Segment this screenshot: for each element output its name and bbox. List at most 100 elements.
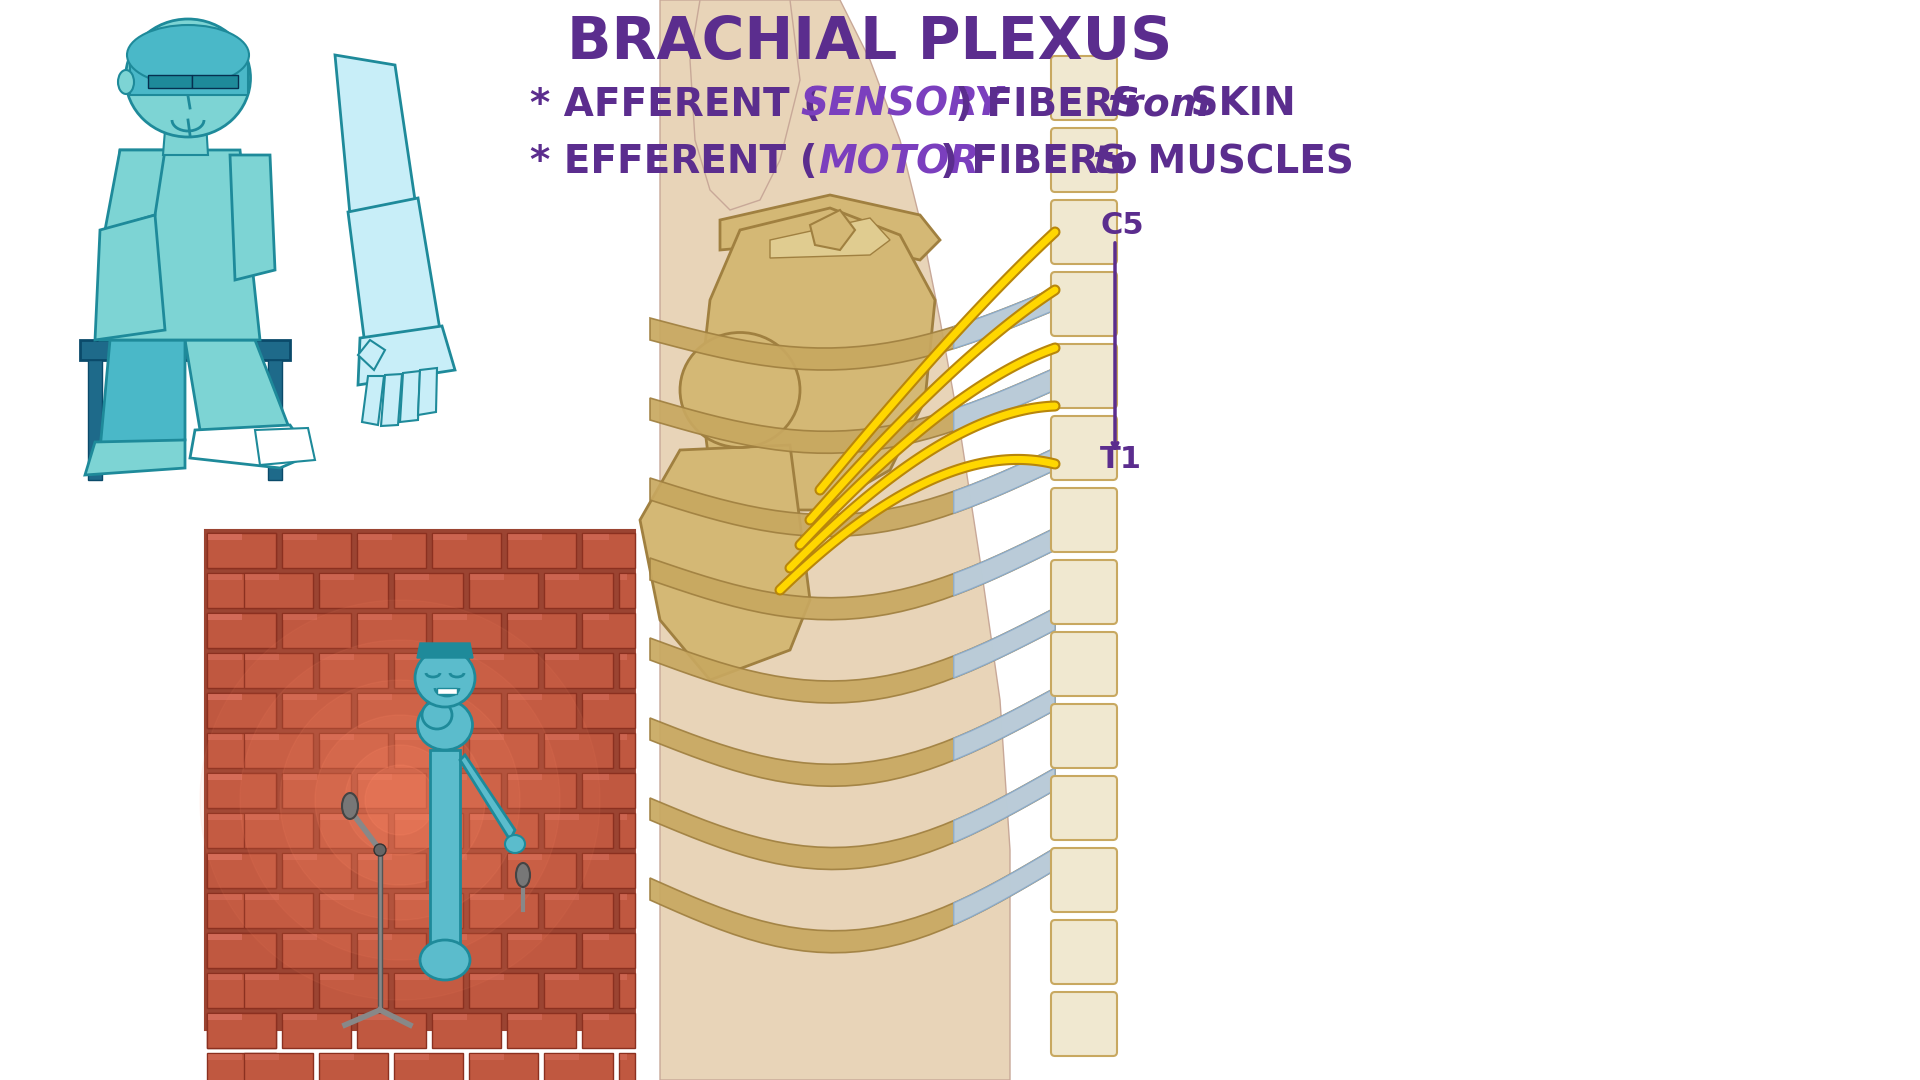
Polygon shape bbox=[419, 368, 438, 415]
Bar bbox=[207, 694, 242, 700]
Polygon shape bbox=[357, 340, 386, 370]
FancyBboxPatch shape bbox=[1050, 416, 1117, 480]
Polygon shape bbox=[378, 850, 382, 1010]
Bar bbox=[509, 774, 541, 780]
Bar bbox=[357, 773, 426, 808]
Bar bbox=[282, 534, 351, 568]
Bar bbox=[620, 654, 628, 660]
Bar bbox=[207, 693, 276, 728]
Ellipse shape bbox=[342, 793, 357, 819]
Bar bbox=[434, 1014, 467, 1020]
Bar bbox=[207, 814, 242, 820]
Bar bbox=[207, 534, 242, 540]
Polygon shape bbox=[954, 368, 1054, 431]
Bar bbox=[207, 1054, 242, 1059]
Bar bbox=[468, 1053, 538, 1080]
Polygon shape bbox=[954, 848, 1054, 924]
Text: ) FIBERS: ) FIBERS bbox=[954, 86, 1156, 124]
Bar bbox=[396, 734, 428, 740]
Bar bbox=[584, 854, 609, 860]
Bar bbox=[357, 613, 426, 648]
Bar bbox=[207, 893, 276, 928]
Bar bbox=[207, 573, 276, 608]
Bar bbox=[545, 573, 578, 580]
Bar bbox=[582, 693, 636, 728]
Bar bbox=[207, 974, 242, 980]
Polygon shape bbox=[651, 288, 1054, 370]
Bar bbox=[246, 894, 278, 900]
Polygon shape bbox=[230, 156, 275, 280]
Bar bbox=[509, 934, 541, 940]
Bar bbox=[582, 773, 636, 808]
Bar bbox=[282, 534, 317, 540]
Bar bbox=[319, 573, 388, 608]
Bar bbox=[244, 813, 313, 848]
Polygon shape bbox=[163, 105, 207, 156]
FancyBboxPatch shape bbox=[1050, 777, 1117, 840]
Text: SENSORY: SENSORY bbox=[801, 86, 1002, 124]
Polygon shape bbox=[701, 208, 935, 510]
Text: C5: C5 bbox=[1100, 211, 1144, 240]
Polygon shape bbox=[357, 326, 455, 384]
Bar bbox=[620, 734, 628, 740]
Ellipse shape bbox=[505, 835, 524, 853]
Polygon shape bbox=[269, 360, 282, 480]
Bar bbox=[468, 813, 538, 848]
Polygon shape bbox=[255, 428, 315, 465]
Polygon shape bbox=[348, 198, 440, 345]
Bar bbox=[584, 1014, 609, 1020]
Bar bbox=[507, 773, 576, 808]
Bar bbox=[246, 974, 278, 980]
Bar bbox=[207, 894, 242, 900]
Bar bbox=[207, 1014, 242, 1020]
Bar bbox=[282, 1013, 351, 1048]
Ellipse shape bbox=[117, 70, 134, 94]
Bar bbox=[618, 813, 636, 848]
Bar bbox=[432, 1013, 501, 1048]
Bar bbox=[394, 573, 463, 608]
Bar bbox=[207, 774, 242, 780]
Bar bbox=[432, 613, 501, 648]
FancyBboxPatch shape bbox=[1050, 272, 1117, 336]
Bar bbox=[244, 653, 313, 688]
Polygon shape bbox=[651, 608, 1054, 703]
Circle shape bbox=[240, 640, 561, 960]
Bar bbox=[207, 813, 276, 848]
Bar bbox=[509, 694, 541, 700]
Text: BRACHIAL PLEXUS: BRACHIAL PLEXUS bbox=[568, 13, 1173, 70]
Circle shape bbox=[346, 745, 455, 855]
Ellipse shape bbox=[415, 649, 474, 707]
Polygon shape bbox=[100, 150, 259, 340]
Text: T1: T1 bbox=[1100, 445, 1142, 474]
Polygon shape bbox=[184, 340, 290, 440]
Bar bbox=[357, 1013, 426, 1048]
Bar bbox=[319, 893, 388, 928]
Bar bbox=[244, 893, 313, 928]
Bar bbox=[584, 774, 609, 780]
Bar bbox=[468, 733, 538, 768]
Text: MOTOR: MOTOR bbox=[818, 143, 979, 181]
Bar bbox=[207, 854, 242, 860]
Bar bbox=[434, 774, 467, 780]
Text: to: to bbox=[1092, 143, 1137, 181]
Bar bbox=[470, 573, 503, 580]
Bar bbox=[207, 774, 242, 780]
Bar bbox=[582, 534, 636, 568]
Bar bbox=[543, 973, 612, 1008]
Polygon shape bbox=[430, 750, 461, 950]
Bar bbox=[321, 1054, 353, 1059]
Bar bbox=[432, 853, 501, 888]
Bar bbox=[543, 813, 612, 848]
Bar bbox=[545, 1054, 578, 1059]
Bar bbox=[394, 973, 463, 1008]
Bar bbox=[507, 853, 576, 888]
Bar bbox=[244, 973, 313, 1008]
Bar bbox=[207, 934, 242, 940]
Bar bbox=[509, 1014, 541, 1020]
Bar bbox=[282, 774, 317, 780]
Bar bbox=[396, 1054, 428, 1059]
Bar bbox=[396, 894, 428, 900]
Bar bbox=[207, 853, 276, 888]
Bar bbox=[207, 734, 242, 740]
Polygon shape bbox=[954, 688, 1054, 760]
